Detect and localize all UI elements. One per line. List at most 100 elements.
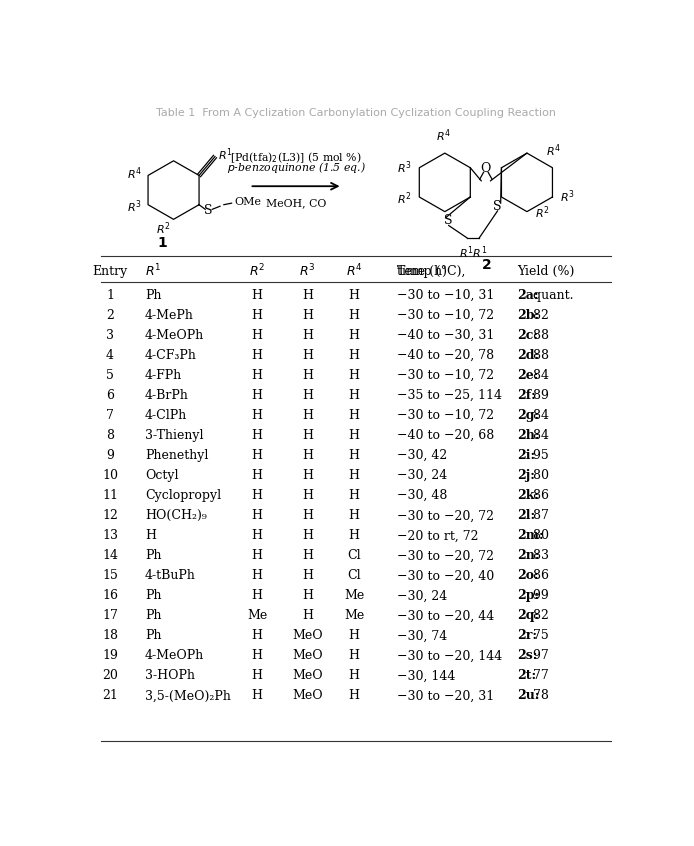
Text: 2a:: 2a:	[517, 289, 539, 302]
Text: H: H	[302, 609, 313, 623]
Text: 84: 84	[530, 409, 550, 422]
Text: 80: 80	[530, 470, 550, 482]
Text: H: H	[348, 429, 359, 442]
Text: Me: Me	[247, 609, 267, 623]
Text: 4-MeOPh: 4-MeOPh	[145, 329, 204, 342]
Text: Ph: Ph	[145, 609, 162, 623]
Text: H: H	[252, 689, 263, 702]
Text: −30 to −10, 72: −30 to −10, 72	[397, 409, 494, 422]
Text: H: H	[252, 349, 263, 362]
Text: Ph: Ph	[145, 590, 162, 602]
Text: 15: 15	[102, 569, 118, 582]
Text: $R^2$: $R^2$	[249, 263, 265, 280]
Text: 87: 87	[530, 509, 550, 522]
Text: 2g:: 2g:	[517, 409, 539, 422]
Text: 7: 7	[106, 409, 114, 422]
Text: 2: 2	[106, 309, 114, 322]
Text: 80: 80	[530, 530, 550, 542]
Text: H: H	[145, 530, 156, 542]
Text: 2k:: 2k:	[517, 489, 539, 503]
Text: 4: 4	[106, 349, 114, 362]
Text: 2j:: 2j:	[517, 470, 535, 482]
Text: H: H	[252, 429, 263, 442]
Text: 11: 11	[102, 489, 118, 503]
Text: Cyclopropyl: Cyclopropyl	[145, 489, 221, 503]
Text: −30 to −10, 31: −30 to −10, 31	[397, 289, 494, 302]
Text: 4-MePh: 4-MePh	[145, 309, 194, 322]
Text: Ph: Ph	[145, 629, 162, 642]
Text: S: S	[444, 214, 453, 228]
Text: H: H	[252, 369, 263, 382]
Text: H: H	[302, 429, 313, 442]
Text: $R^3$: $R^3$	[397, 159, 412, 176]
Text: H: H	[302, 569, 313, 582]
Text: $R^4$: $R^4$	[127, 166, 142, 182]
Text: 4-FPh: 4-FPh	[145, 369, 182, 382]
Text: H: H	[302, 369, 313, 382]
Text: H: H	[302, 449, 313, 462]
Text: 83: 83	[530, 549, 550, 563]
Text: H: H	[252, 590, 263, 602]
Text: H: H	[252, 509, 263, 522]
Text: 82: 82	[530, 609, 550, 623]
Text: H: H	[252, 569, 263, 582]
Text: Yield (%): Yield (%)	[517, 265, 574, 277]
Text: 2e:: 2e:	[517, 369, 539, 382]
Text: MeO: MeO	[292, 629, 323, 642]
Text: H: H	[252, 669, 263, 683]
Text: −30, 24: −30, 24	[397, 590, 447, 602]
Text: H: H	[348, 449, 359, 462]
Text: H: H	[302, 289, 313, 302]
Text: −40 to −30, 31: −40 to −30, 31	[397, 329, 494, 342]
Text: H: H	[348, 329, 359, 342]
Text: −30, 144: −30, 144	[397, 669, 455, 683]
Text: −30 to −20, 44: −30 to −20, 44	[397, 609, 494, 623]
Text: HO(CH₂)₉: HO(CH₂)₉	[145, 509, 207, 522]
Text: $R^1R^1$: $R^1R^1$	[459, 244, 487, 261]
Text: −30 to −20, 72: −30 to −20, 72	[397, 509, 493, 522]
Text: H: H	[252, 489, 263, 503]
Text: −40 to −20, 78: −40 to −20, 78	[397, 349, 494, 362]
Text: Temp (°C),: Temp (°C),	[397, 265, 465, 277]
Text: Octyl: Octyl	[145, 470, 178, 482]
Text: H: H	[252, 409, 263, 422]
Text: H: H	[348, 489, 359, 503]
Text: Table 1  From A Cyclization Carbonylation Cyclization Coupling Reaction: Table 1 From A Cyclization Carbonylation…	[155, 107, 556, 118]
Text: 2t:: 2t:	[517, 669, 536, 683]
Text: H: H	[302, 549, 313, 563]
Text: 4-MeOPh: 4-MeOPh	[145, 650, 204, 662]
Text: −30, 24: −30, 24	[397, 470, 447, 482]
Text: $R^2$: $R^2$	[156, 220, 171, 237]
Text: 2l:: 2l:	[517, 509, 535, 522]
Text: 88: 88	[530, 349, 550, 362]
Text: 3: 3	[106, 329, 114, 342]
Text: [Pd(tfa)$_2$(L3)] (5 mol %): [Pd(tfa)$_2$(L3)] (5 mol %)	[230, 150, 362, 165]
Text: Ph: Ph	[145, 289, 162, 302]
Text: H: H	[348, 629, 359, 642]
Text: S: S	[204, 205, 212, 217]
Text: Me: Me	[344, 590, 364, 602]
Text: MeOH, CO: MeOH, CO	[266, 199, 326, 209]
Text: 4-ClPh: 4-ClPh	[145, 409, 187, 422]
Text: −35 to −25, 114: −35 to −25, 114	[397, 389, 502, 402]
Text: $\mathbf{2}$: $\mathbf{2}$	[481, 258, 491, 272]
Text: Phenethyl: Phenethyl	[145, 449, 208, 462]
Text: H: H	[252, 470, 263, 482]
Text: H: H	[348, 289, 359, 302]
Text: MeO: MeO	[292, 669, 323, 683]
Text: H: H	[302, 389, 313, 402]
Text: H: H	[252, 549, 263, 563]
Text: 2c:: 2c:	[517, 329, 538, 342]
Text: −30 to −10, 72: −30 to −10, 72	[397, 309, 494, 322]
Text: 2u:: 2u:	[517, 689, 539, 702]
Text: 2o:: 2o:	[517, 569, 539, 582]
Text: −30, 74: −30, 74	[397, 629, 447, 642]
Text: 2q:: 2q:	[517, 609, 539, 623]
Text: 18: 18	[102, 629, 118, 642]
Text: H: H	[302, 409, 313, 422]
Text: 2h:: 2h:	[517, 429, 539, 442]
Text: H: H	[302, 349, 313, 362]
Text: 97: 97	[530, 650, 549, 662]
Text: 78: 78	[530, 689, 550, 702]
Text: $p$-benzoquinone (1.5 eq.): $p$-benzoquinone (1.5 eq.)	[227, 161, 365, 175]
